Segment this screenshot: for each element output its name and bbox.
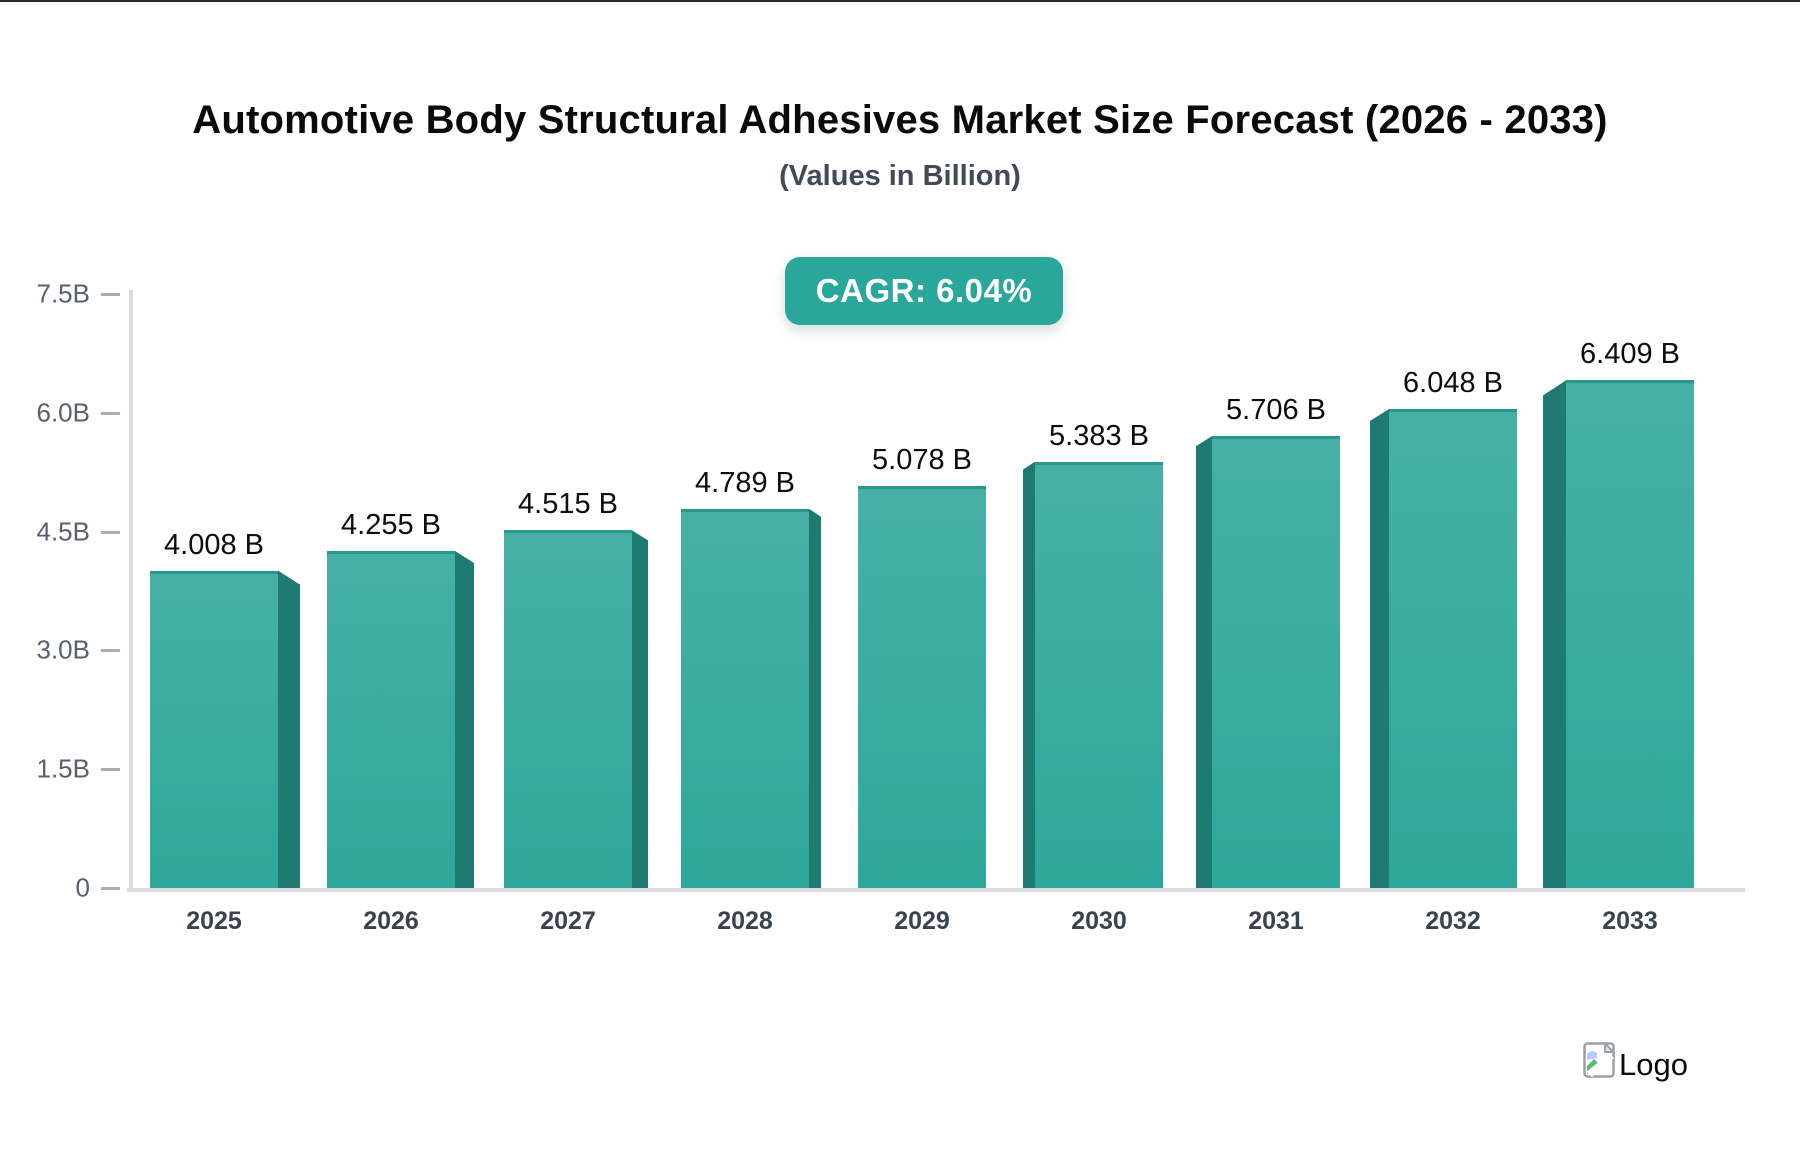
bar-value-label: 5.706 B bbox=[1226, 394, 1326, 427]
y-tick-label: 1.5B bbox=[36, 753, 91, 784]
bar-side-face bbox=[455, 551, 474, 888]
bar-value-label: 6.409 B bbox=[1580, 338, 1680, 371]
bar-2029[interactable] bbox=[858, 485, 986, 888]
bar-side-face bbox=[1370, 408, 1389, 888]
y-tick-label: 4.5B bbox=[36, 516, 91, 547]
bar-2026[interactable] bbox=[327, 551, 455, 888]
x-axis-label-2027: 2027 bbox=[540, 907, 596, 935]
x-axis-label-2030: 2030 bbox=[1071, 907, 1127, 935]
x-axis-label-2026: 2026 bbox=[363, 907, 419, 935]
x-axis-label-2032: 2032 bbox=[1425, 907, 1481, 935]
bar-value-label: 5.078 B bbox=[872, 443, 972, 476]
page-title: Automotive Body Structural Adhesives Mar… bbox=[192, 98, 1608, 142]
bar-value-label: 6.048 B bbox=[1403, 366, 1503, 399]
cagr-badge: CAGR: 6.04% bbox=[785, 257, 1063, 325]
bar-side-face bbox=[1023, 461, 1035, 888]
bar-value-label: 5.383 B bbox=[1049, 419, 1149, 452]
bar-value-label: 4.515 B bbox=[518, 488, 618, 521]
bar-2031[interactable] bbox=[1212, 436, 1340, 888]
y-tick-mark bbox=[101, 411, 120, 415]
x-axis-line bbox=[127, 888, 1745, 892]
bar-2027[interactable] bbox=[504, 530, 632, 888]
bar-side-face bbox=[809, 508, 821, 888]
y-tick-label: 0 bbox=[75, 872, 90, 903]
bar-2030[interactable] bbox=[1035, 461, 1163, 888]
y-tick-label: 7.5B bbox=[36, 278, 91, 309]
x-axis-label-2029: 2029 bbox=[894, 907, 950, 935]
y-tick-label: 3.0B bbox=[36, 634, 91, 665]
y-tick-mark bbox=[101, 530, 120, 534]
logo-placeholder: Logo bbox=[1583, 1042, 1688, 1080]
y-tick-mark bbox=[101, 887, 120, 890]
broken-image-icon bbox=[1583, 1042, 1616, 1078]
bar-2025[interactable] bbox=[150, 570, 278, 888]
bar-side-face bbox=[1543, 380, 1566, 888]
y-tick-label: 6.0B bbox=[36, 397, 91, 428]
bar-value-label: 4.255 B bbox=[341, 509, 441, 541]
bar-2032[interactable] bbox=[1389, 408, 1517, 888]
y-tick-mark bbox=[101, 649, 120, 653]
x-axis-label-2033: 2033 bbox=[1602, 907, 1658, 935]
bar-value-label: 4.789 B bbox=[695, 466, 795, 499]
y-axis-line bbox=[129, 290, 133, 890]
x-axis-label-2028: 2028 bbox=[717, 907, 773, 935]
logo-text: Logo bbox=[1619, 1047, 1688, 1082]
bar-side-face bbox=[278, 570, 300, 888]
page-subtitle: (Values in Billion) bbox=[779, 160, 1021, 192]
x-axis-label-2025: 2025 bbox=[186, 907, 242, 935]
top-strip bbox=[0, 2, 1800, 6]
y-tick-mark bbox=[101, 768, 120, 772]
bar-side-face bbox=[1196, 436, 1212, 888]
bar-side-face bbox=[632, 530, 648, 888]
bar-value-label: 4.008 B bbox=[164, 528, 264, 561]
bar-2028[interactable] bbox=[681, 508, 809, 888]
x-axis-label-2031: 2031 bbox=[1248, 907, 1304, 935]
bar-2033[interactable] bbox=[1566, 380, 1694, 888]
y-tick-mark bbox=[101, 293, 120, 296]
